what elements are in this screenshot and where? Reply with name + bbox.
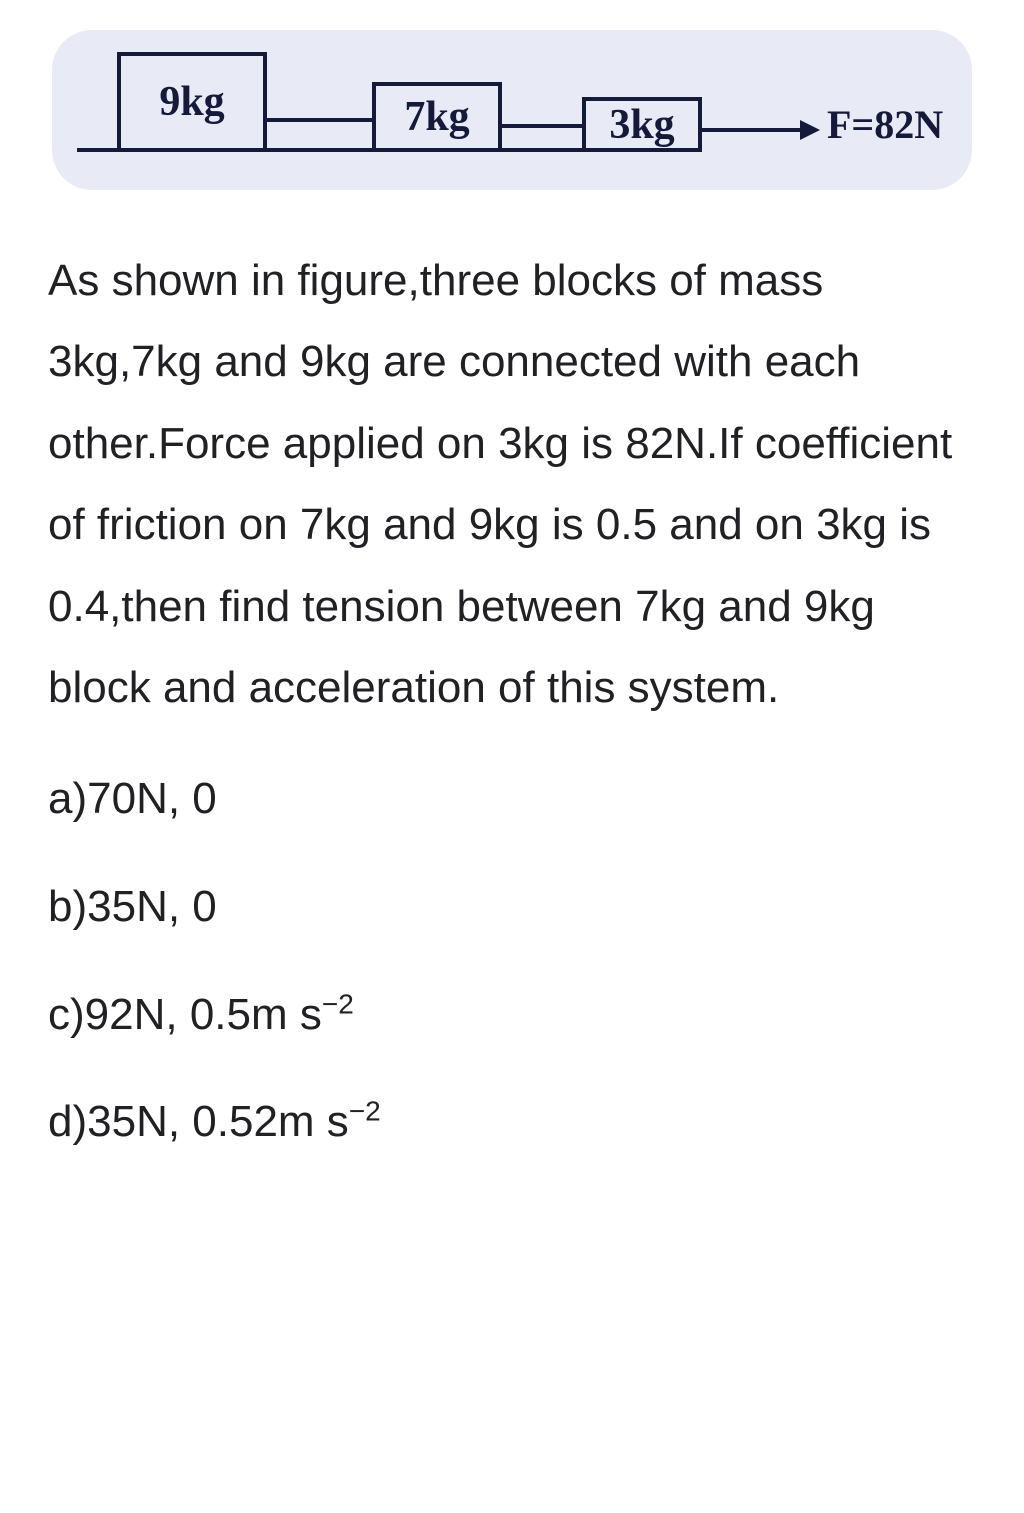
- option-exponent: −2: [349, 1095, 381, 1126]
- options-list: a)70N, 0 b)35N, 0 c)92N, 0.5m s−2 d)35N,…: [40, 768, 984, 1152]
- option-c: c)92N, 0.5m s−2: [48, 984, 976, 1046]
- option-d: d)35N, 0.52m s−2: [48, 1091, 976, 1153]
- option-a: a)70N, 0: [48, 768, 976, 830]
- block-9kg: 9kg: [117, 52, 267, 152]
- option-value-base: 92N, 0.5m s: [85, 990, 322, 1039]
- option-exponent: −2: [322, 988, 354, 1019]
- option-prefix: b): [48, 882, 87, 931]
- question-text: As shown in figure,three blocks of mass …: [40, 240, 984, 728]
- block-3kg: 3kg: [582, 97, 702, 152]
- option-prefix: d): [48, 1097, 87, 1146]
- option-value: 70N, 0: [87, 774, 217, 823]
- block-7kg: 7kg: [372, 82, 502, 152]
- blocks-diagram: 9kg 7kg 3kg F=82N: [52, 30, 972, 190]
- option-prefix: a): [48, 774, 87, 823]
- option-prefix: c): [48, 990, 85, 1039]
- connector-3-force: [702, 128, 802, 132]
- connector-7-3: [502, 124, 582, 128]
- option-value: 35N, 0: [87, 882, 217, 931]
- connector-9-7: [267, 118, 372, 122]
- force-arrow-icon: [800, 120, 820, 140]
- option-b: b)35N, 0: [48, 876, 976, 938]
- force-label: F=82N: [827, 101, 943, 148]
- option-value-base: 35N, 0.52m s: [87, 1097, 349, 1146]
